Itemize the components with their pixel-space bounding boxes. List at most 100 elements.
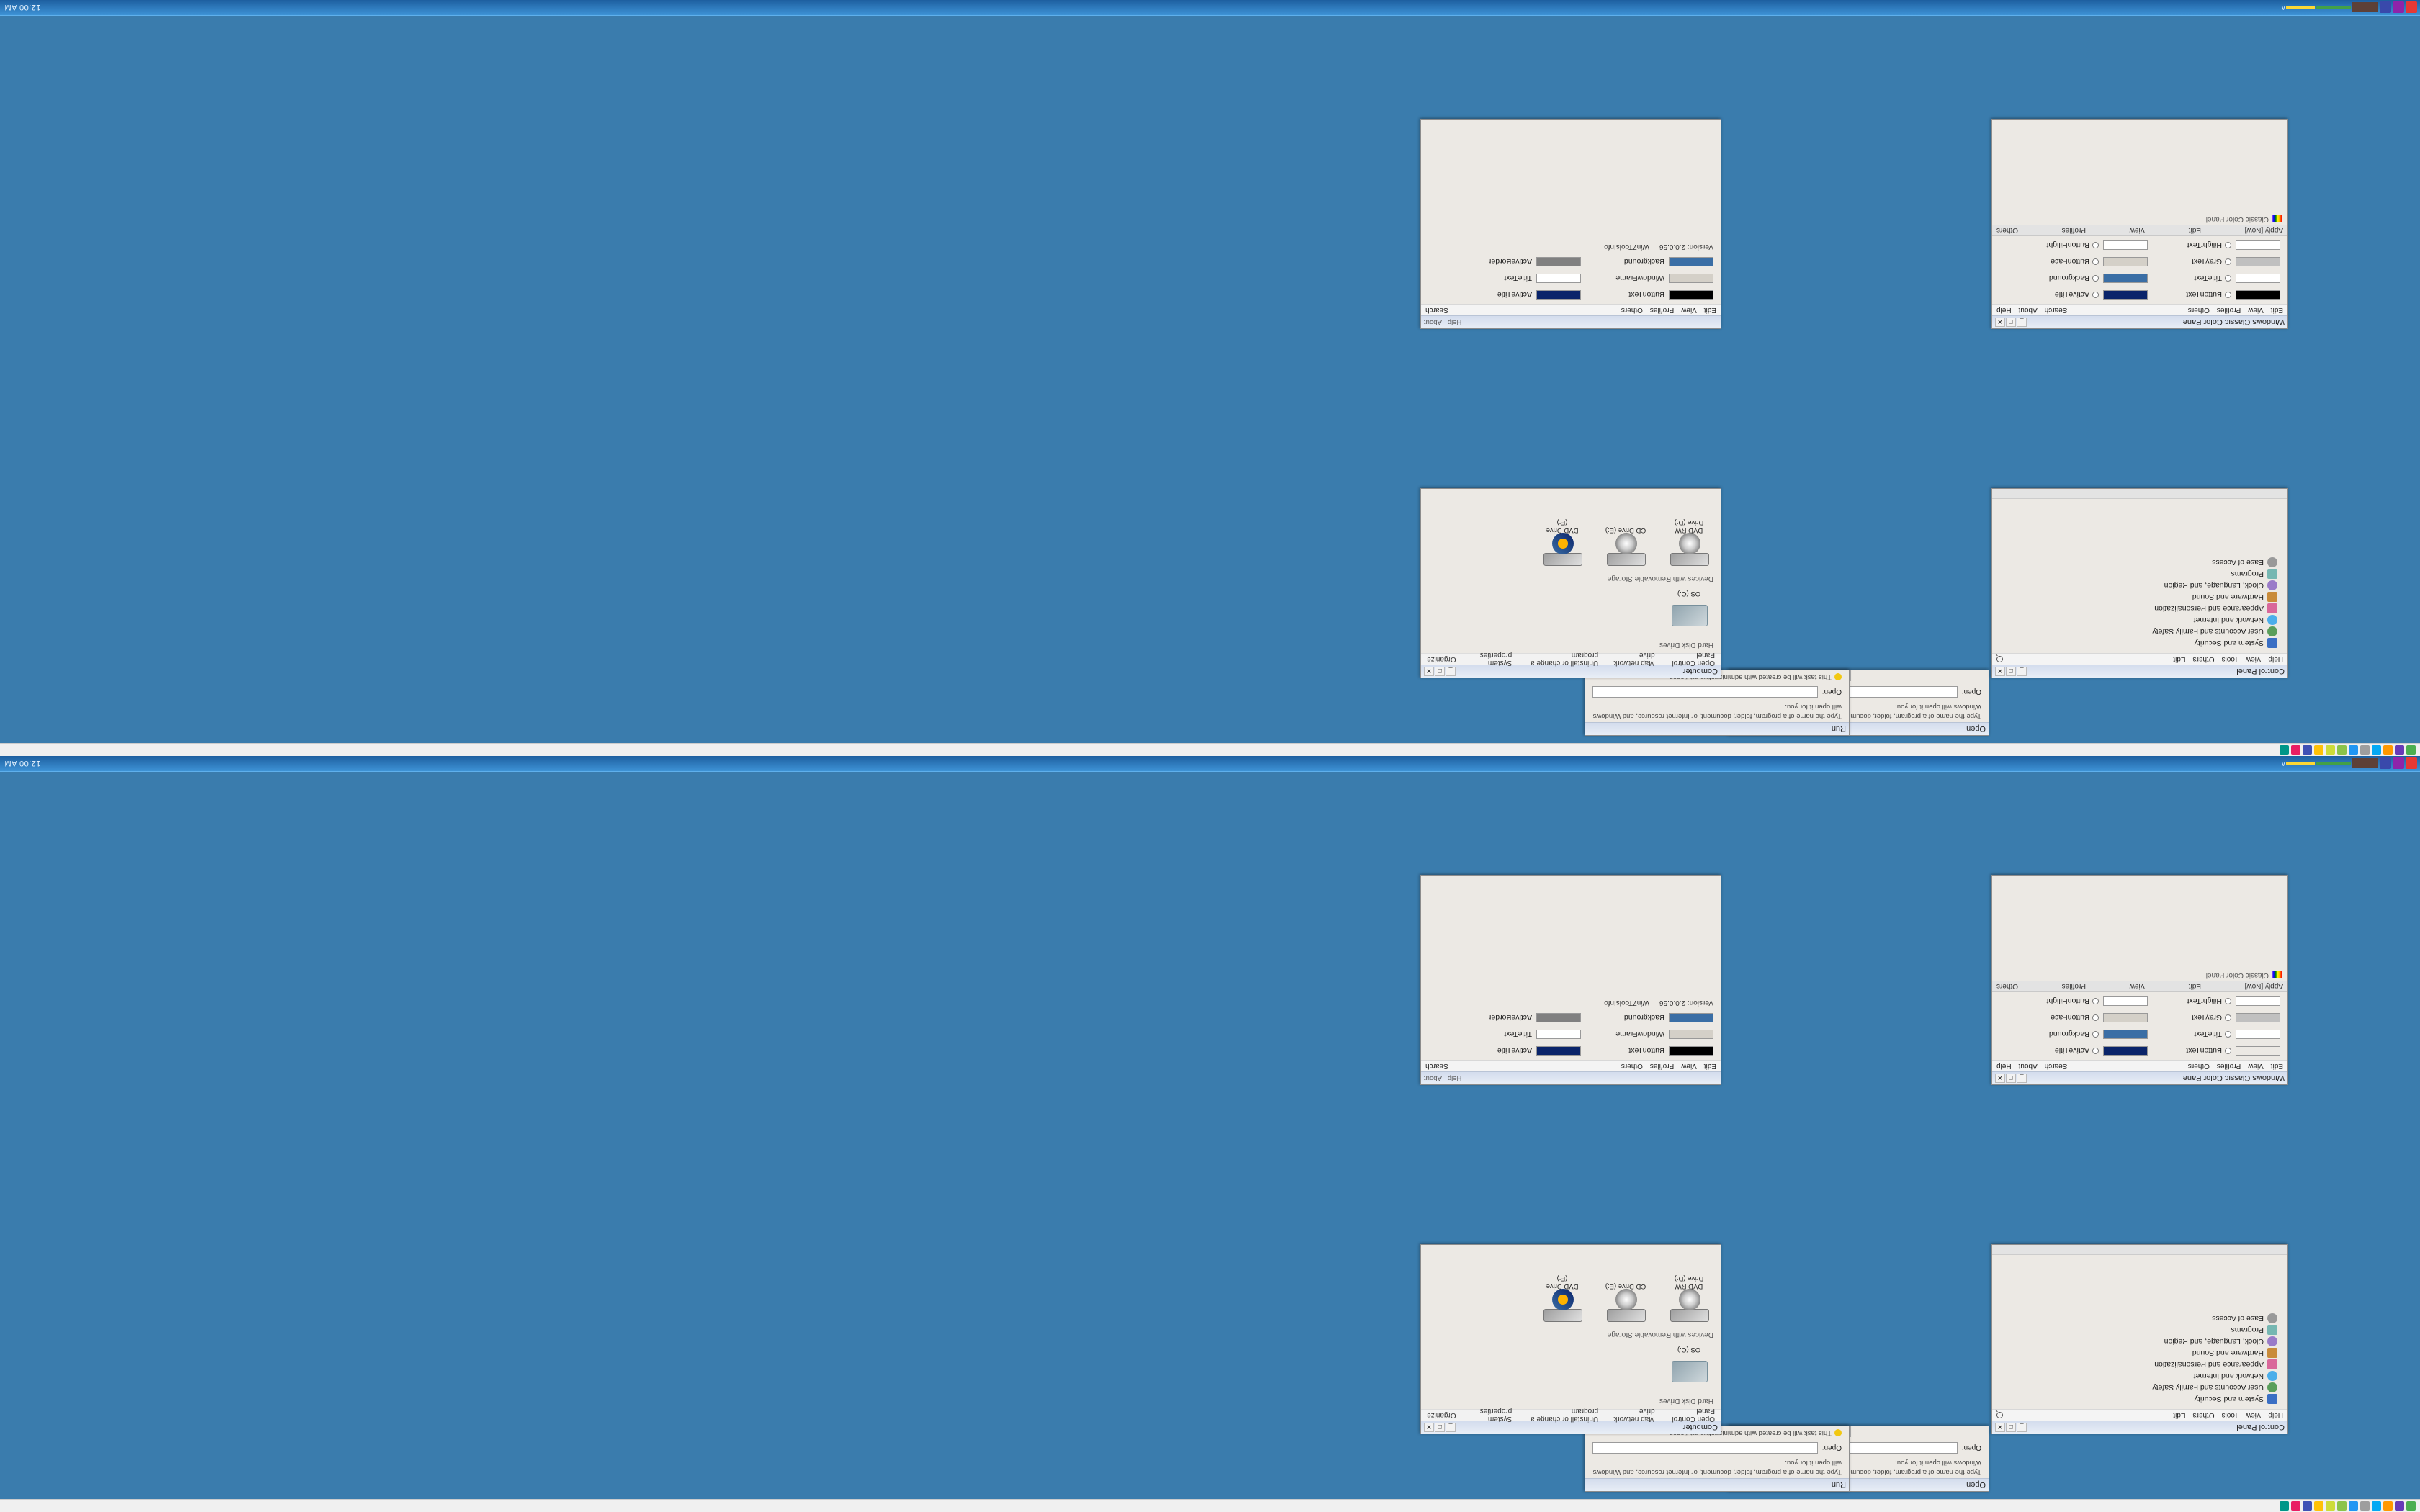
- taskbar-clock-top[interactable]: 12:00 AM: [4, 760, 40, 768]
- brown-bar-icon-2[interactable]: [2352, 3, 2378, 13]
- amber-app-icon[interactable]: [2314, 1501, 2323, 1511]
- cp-menu-search[interactable]: Search: [2045, 1062, 2068, 1070]
- cp-item-system-security[interactable]: System and Security: [1999, 1393, 2280, 1405]
- swatch-activetitle-r[interactable]: [1536, 1046, 1581, 1056]
- colorpanel-tab-others-2[interactable]: Others: [1996, 226, 2018, 234]
- taskbar-chevron-bottom[interactable]: ∧: [2281, 4, 2286, 12]
- menu-tools[interactable]: Tools: [2222, 1411, 2238, 1419]
- close-icon-right[interactable]: ✕: [1424, 1423, 1434, 1432]
- colorpanel-tab-profiles[interactable]: Profiles: [2062, 982, 2086, 990]
- toolbar-map-network-drive-2[interactable]: Map network drive: [1608, 652, 1655, 667]
- swatch-buttonhilight[interactable]: [2103, 996, 2148, 1006]
- swatch-titletext-2[interactable]: [2236, 274, 2280, 283]
- classic-color-panel-window-right[interactable]: Help About Edit View Profiles Others Sea…: [1420, 875, 1721, 1085]
- close-icon-right-2[interactable]: ✕: [1424, 667, 1434, 676]
- control-panel-window-left[interactable]: Control Panel _ □ ✕ Help View Tools Othe…: [1991, 1244, 2288, 1434]
- maximize-icon-left[interactable]: □: [2006, 1423, 2016, 1432]
- indigo-icon[interactable]: [2380, 758, 2391, 770]
- cp-item-user-accounts-2[interactable]: User Accounts and Family Safety: [1999, 626, 2280, 637]
- pink-app-icon[interactable]: [2291, 1501, 2300, 1511]
- taskbar-bottom-desktop[interactable]: ∧ 12:00 AM: [0, 0, 2420, 16]
- orange-app-icon[interactable]: [2383, 1501, 2393, 1511]
- indigo-app-icon-2[interactable]: [2303, 745, 2312, 755]
- colorpanel-right-about[interactable]: About: [1424, 1074, 1442, 1082]
- cp-menu-view-r2[interactable]: View: [1681, 306, 1697, 314]
- run-path-input[interactable]: [1592, 1442, 1818, 1454]
- menu-others[interactable]: Others: [2193, 1411, 2215, 1419]
- cp-item-ease-access-2[interactable]: Ease of Access: [1999, 557, 2280, 568]
- gray-app-icon-2[interactable]: [2360, 745, 2370, 755]
- minimize-icon-left[interactable]: _: [2017, 1423, 2027, 1432]
- close-icon-cp-left[interactable]: ✕: [1995, 1074, 2005, 1083]
- explorer-computer-window-left[interactable]: Computer _ □ ✕ Open Control Panel Map ne…: [1420, 1244, 1721, 1434]
- cp-item-programs[interactable]: Programs: [1999, 1324, 2280, 1336]
- toolbar-map-network-drive[interactable]: Map network drive: [1608, 1408, 1655, 1423]
- swatch-buttonface-2[interactable]: [2103, 257, 2148, 266]
- minimize-icon-left-2[interactable]: _: [2017, 667, 2027, 676]
- red-icon[interactable]: [2406, 758, 2417, 770]
- drive-dvdrw-d-2[interactable]: DVD RW Drive (D:): [1667, 518, 1711, 567]
- orange-app-icon-2[interactable]: [2383, 745, 2393, 755]
- cp-menu-about-2[interactable]: About: [2019, 306, 2038, 314]
- run-dialog-titlebar-2[interactable]: Run: [1585, 722, 1849, 735]
- drive-dvdrw-d[interactable]: DVD RW Drive (D:): [1667, 1274, 1711, 1323]
- run-dialog-window-2[interactable]: Run Type the name of a program, folder, …: [1585, 670, 1850, 736]
- indigo-app-icon[interactable]: [2303, 1501, 2312, 1511]
- drive-os-c-2[interactable]: OS (C:): [1667, 590, 1711, 631]
- close-icon-left-2[interactable]: ✕: [1995, 667, 2005, 676]
- purple-icon[interactable]: [2393, 758, 2404, 770]
- minimize-icon-right-2[interactable]: _: [1446, 667, 1456, 676]
- cp-menu-edit-r2[interactable]: Edit: [1704, 306, 1716, 314]
- run-dialog-titlebar[interactable]: Run: [1585, 1478, 1849, 1491]
- swatch-activeborder-r2[interactable]: [1669, 274, 1713, 283]
- purple-icon-2[interactable]: [2393, 2, 2404, 14]
- swatch-buttonface[interactable]: [2103, 1013, 2148, 1022]
- control-panel-left-titlebar-2[interactable]: Control Panel _ □ ✕: [1992, 665, 2287, 678]
- swatch-appworkspace-r[interactable]: [1536, 1013, 1581, 1022]
- swatch-titletext-r2[interactable]: [1536, 274, 1581, 283]
- swatch-activetitle-2[interactable]: [2103, 290, 2148, 300]
- cp-menu-edit-r[interactable]: Edit: [1704, 1062, 1716, 1070]
- toolbar-uninstall-program[interactable]: Uninstall or change a program: [1522, 1408, 1598, 1423]
- classic-color-panel-window-left-2[interactable]: Windows Classic Color Panel _ □ ✕ Edit V…: [1991, 119, 2288, 329]
- cp-menu-edit-2[interactable]: Edit: [2271, 306, 2283, 314]
- swatch-buttonhilight-2[interactable]: [2103, 240, 2148, 250]
- maximize-icon-cp-left-2[interactable]: □: [2006, 318, 2016, 327]
- colorpanel-right-help[interactable]: Help: [1448, 1074, 1462, 1082]
- blue-app-icon[interactable]: [2372, 1501, 2381, 1511]
- swatch-buttontext[interactable]: [2236, 1046, 2280, 1056]
- toolbar-system-properties-2[interactable]: System properties: [1466, 652, 1512, 667]
- brown-bar-icon[interactable]: [2352, 759, 2378, 769]
- menu-others-2[interactable]: Others: [2193, 655, 2215, 663]
- menu-edit-2[interactable]: Edit: [2173, 655, 2185, 663]
- cp-menu-profiles-r[interactable]: Profiles: [1650, 1062, 1674, 1070]
- swatch-background-r2[interactable]: [1669, 257, 1713, 266]
- cp-menu-search-r[interactable]: Search: [1425, 1062, 1448, 1070]
- toolbar-uninstall-program-2[interactable]: Uninstall or change a program: [1522, 652, 1598, 667]
- run-dialog-window[interactable]: Run Type the name of a program, folder, …: [1585, 1426, 1850, 1492]
- toolbar-system-properties[interactable]: System properties: [1466, 1408, 1512, 1423]
- colorpanel-right-about-2[interactable]: About: [1424, 318, 1442, 326]
- cp-item-programs-2[interactable]: Programs: [1999, 568, 2280, 580]
- minimize-icon-cp-left[interactable]: _: [2017, 1074, 2027, 1083]
- cp-menu-help-2[interactable]: Help: [1996, 306, 2012, 314]
- cp-item-ease-access[interactable]: Ease of Access: [1999, 1313, 2280, 1324]
- purple-app-icon[interactable]: [2395, 1501, 2404, 1511]
- maximize-icon-cp-left[interactable]: □: [2006, 1074, 2016, 1083]
- cp-item-clock-region-2[interactable]: Clock, Language, and Region: [1999, 580, 2280, 591]
- swatch-activetitle[interactable]: [2103, 1046, 2148, 1056]
- swatch-titletext-r[interactable]: [1536, 1030, 1581, 1039]
- menu-view-2[interactable]: View: [2246, 655, 2262, 663]
- swatch-hilighttext-2[interactable]: [2236, 240, 2280, 250]
- cp-item-clock-region[interactable]: Clock, Language, and Region: [1999, 1336, 2280, 1347]
- toolbar-organize[interactable]: Organize: [1427, 1411, 1456, 1419]
- control-panel-left-titlebar[interactable]: Control Panel _ □ ✕: [1992, 1421, 2287, 1434]
- cp-menu-others-r[interactable]: Others: [1621, 1062, 1643, 1070]
- swatch-buttontext-r[interactable]: [1669, 1046, 1713, 1056]
- cp-menu-view[interactable]: View: [2248, 1062, 2264, 1070]
- swatch-hilighttext[interactable]: [2236, 996, 2280, 1006]
- green-app-icon[interactable]: [2406, 1501, 2416, 1511]
- colorpanel-apply-now-left[interactable]: Apply [Now]: [2245, 982, 2283, 990]
- colorpanel-left-titlebar-3[interactable]: Windows Classic Color Panel _ □ ✕: [1992, 315, 2287, 328]
- menu-help-2[interactable]: Help: [2268, 655, 2283, 663]
